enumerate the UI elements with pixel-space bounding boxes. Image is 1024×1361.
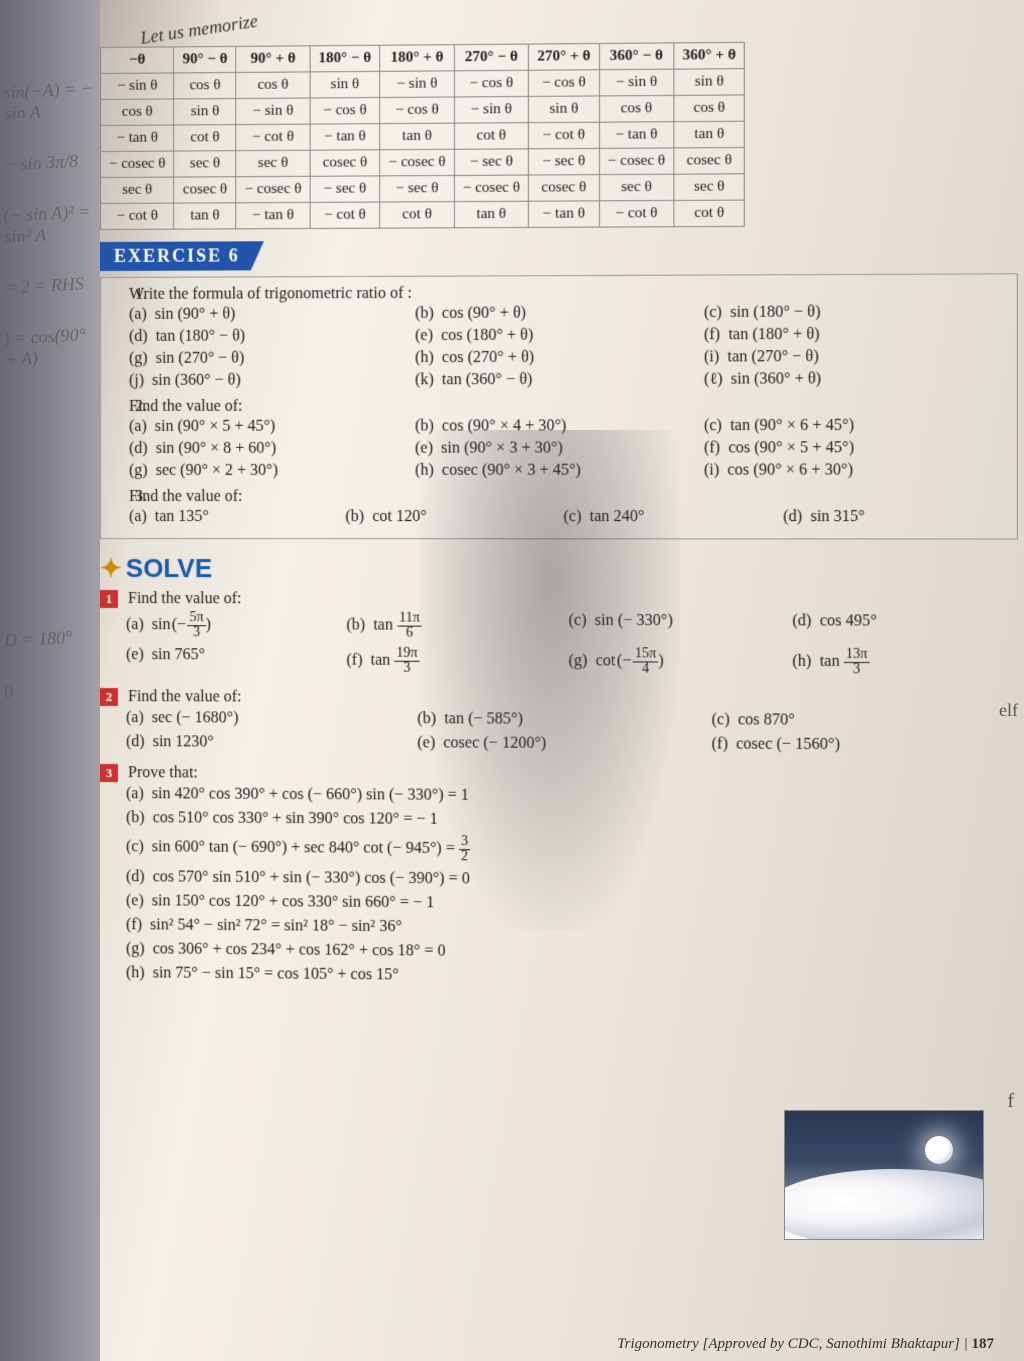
th: 90° − θ <box>174 46 236 73</box>
trig-identity-table: −θ 90° − θ 90° + θ 180° − θ 180° + θ 270… <box>100 42 745 230</box>
left-margin-prev-page: sin(−A) = − sin A − sin 3π/8 (− sin A)² … <box>0 0 100 1361</box>
q-number: 1. <box>135 286 147 304</box>
margin-formula: − sin 3π/8 <box>4 150 101 176</box>
th: 90° + θ <box>236 46 310 73</box>
side-note: f <box>1007 1090 1014 1113</box>
th: 270° + θ <box>529 43 599 70</box>
s3-prompt: Prove that: <box>128 764 198 781</box>
solve-number-badge: 3 <box>100 764 118 782</box>
margin-formula: = 2 = RHS <box>4 273 101 299</box>
solve-q1: 1 Find the value of: (a) sin (− 5π3) (b)… <box>100 590 1018 681</box>
th: 360° + θ <box>674 42 745 69</box>
solve-number-badge: 1 <box>100 590 118 608</box>
q-number: 3. <box>135 488 147 506</box>
margin-formula: sin(−A) = − sin A <box>3 78 101 125</box>
memorize-heading: Let us memorize <box>139 11 259 49</box>
s2-prompt: Find the value of: <box>128 688 242 705</box>
th: 180° + θ <box>380 45 454 72</box>
solve-heading: SOLVE <box>100 553 1018 585</box>
th: 270° − θ <box>454 44 528 71</box>
page-content: Let us memorize −θ 90° − θ 90° + θ 180° … <box>100 12 1018 1003</box>
margin-formula: 0 <box>4 677 101 703</box>
th: −θ <box>100 47 174 74</box>
q-number: 2. <box>135 398 147 416</box>
page-number: 187 <box>972 1336 995 1352</box>
side-note: elf <box>999 700 1018 721</box>
s1-prompt: Find the value of: <box>128 590 242 607</box>
q1-prompt: Write the formula of trigonometric ratio… <box>129 285 412 303</box>
exercise-badge: EXERCISE 6 <box>100 241 264 271</box>
exercise-box: 1. Write the formula of trigonometric ra… <box>100 273 1018 539</box>
margin-formula: ) = cos(90° + A) <box>3 324 101 371</box>
margin-formula: (− sin A)² = sin² A <box>3 201 101 248</box>
th: 360° − θ <box>599 43 674 70</box>
page-footer: Trigonometry [Approved by CDC, Sanothimi… <box>617 1336 994 1353</box>
solve-q2: 2 Find the value of: (a) sec (− 1680°) (… <box>100 688 1018 758</box>
th: 180° − θ <box>310 45 380 72</box>
solve-number-badge: 2 <box>100 688 118 706</box>
moon-clouds-image <box>784 1110 984 1240</box>
margin-formula: D = 180° <box>4 626 101 652</box>
solve-q3: 3 Prove that: (a) sin 420° cos 390° + co… <box>100 764 1018 993</box>
